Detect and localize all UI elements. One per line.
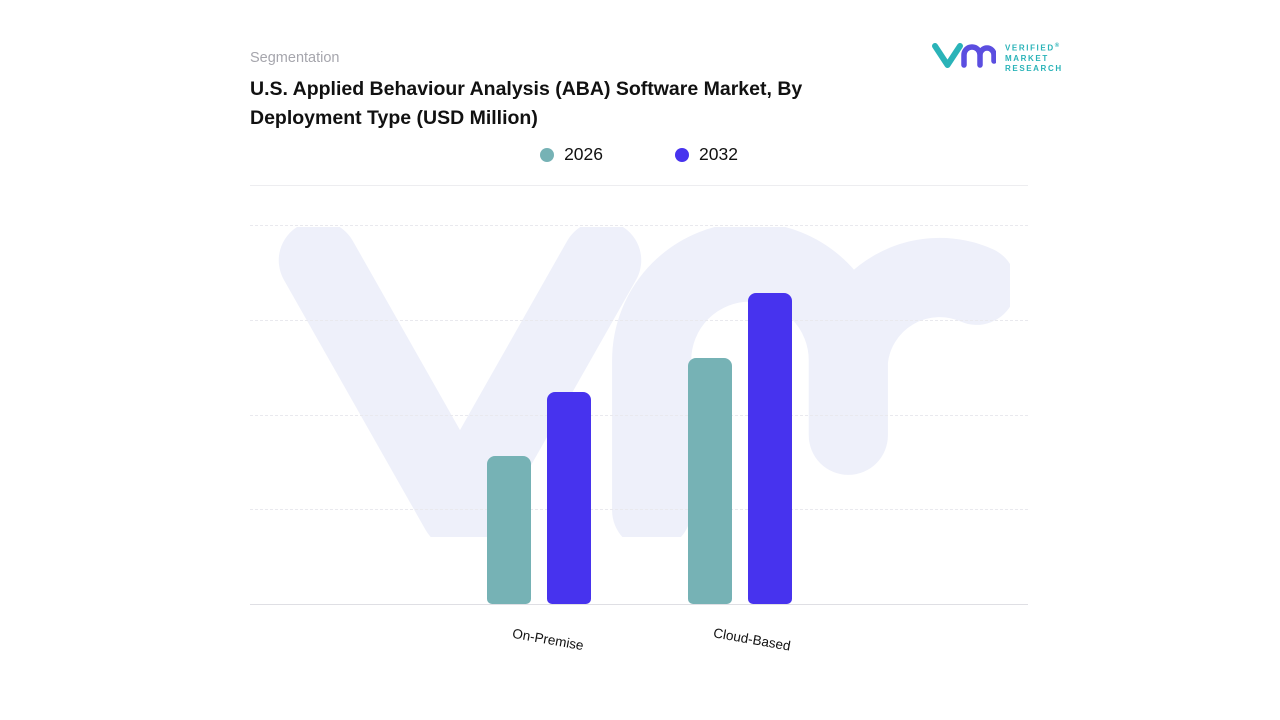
segmentation-label: Segmentation [250,50,340,66]
chart-title: U.S. Applied Behaviour Analysis (ABA) So… [250,78,803,129]
legend-item-2026: 2026 [540,144,603,165]
gridline [250,509,1028,511]
bar-on-premise-2032 [547,391,591,604]
legend: 2026 2032 [250,144,1028,165]
legend-label-2026: 2026 [564,144,603,164]
vmr-logo: VERIFIED® MARKET RESEARCH [930,38,1063,77]
gridline [250,319,1028,321]
x-axis-line [250,604,1028,605]
legend-dot-2026 [540,147,555,162]
vmr-watermark-icon [260,220,1017,550]
gridline [250,414,1028,416]
category-label-cloud-based: Cloud-Based [712,625,792,654]
legend-label-2032: 2032 [699,144,738,164]
vmr-logo-mark-icon [930,38,997,77]
plot-area: On-Premise Cloud-Based [250,220,1028,654]
gridline [250,225,1028,226]
legend-dot-2032 [675,147,689,162]
registered-mark: ® [1054,43,1061,50]
category-label-on-premise: On-Premise [511,625,585,654]
header-divider [250,185,1028,186]
bar-cloud-based-2032 [748,293,792,604]
vmr-logo-text: VERIFIED® MARKET RESEARCH [1005,43,1063,73]
bar-on-premise-2026 [487,456,531,604]
bar-cloud-based-2026 [688,357,732,604]
legend-item-2032: 2032 [675,144,738,165]
